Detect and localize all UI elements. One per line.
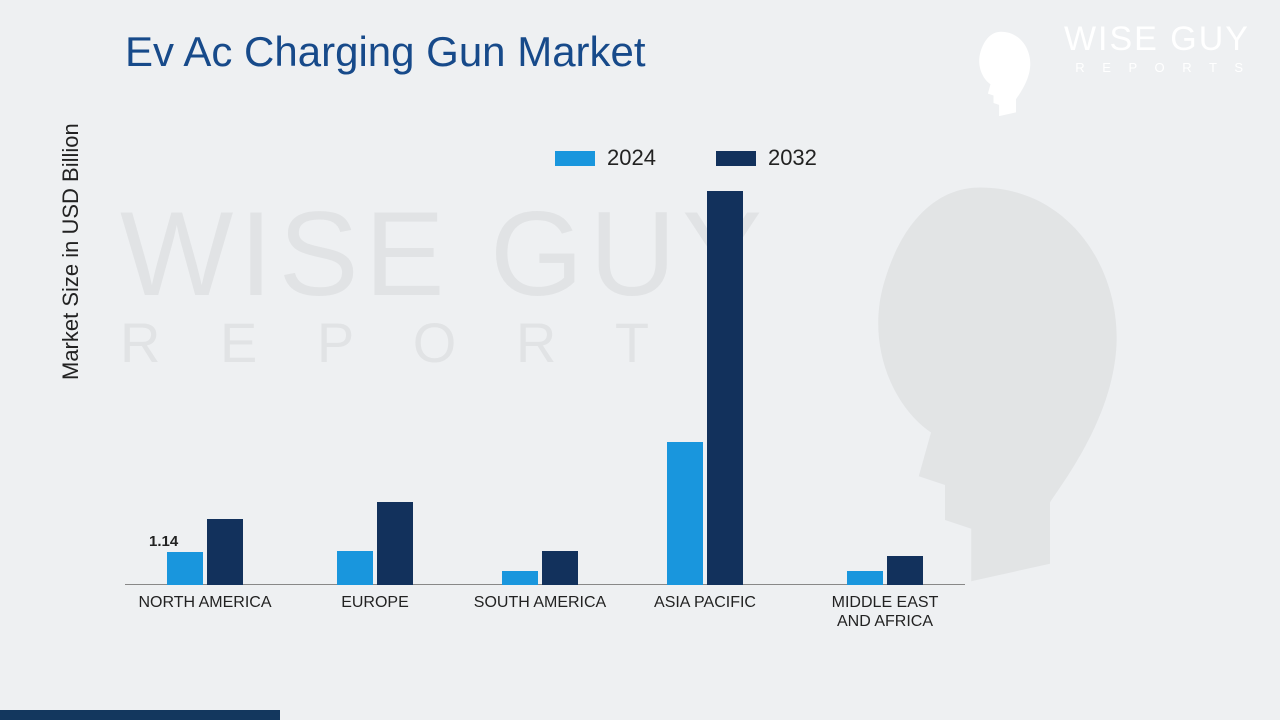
bar-series-b — [542, 551, 578, 585]
plot-area: NORTH AMERICA1.14EUROPESOUTH AMERICAASIA… — [125, 185, 965, 585]
legend-item-2024: 2024 — [555, 145, 656, 171]
bar-pair — [847, 556, 923, 585]
bar-series-a — [337, 551, 373, 585]
category-label: EUROPE — [305, 593, 445, 612]
y-axis-label: Market Size in USD Billion — [58, 123, 84, 380]
value-label: 1.14 — [149, 533, 178, 550]
bar-series-b — [707, 191, 743, 585]
canvas: WISE GUY R E P O R T S Ev Ac Charging Gu… — [0, 0, 1280, 720]
legend-item-2032: 2032 — [716, 145, 817, 171]
bar-pair — [502, 551, 578, 585]
chart-title: Ev Ac Charging Gun Market — [125, 28, 646, 76]
category-label: ASIA PACIFIC — [635, 593, 775, 612]
bar-pair — [337, 502, 413, 585]
bar-series-b — [887, 556, 923, 585]
footer-accent-bar — [0, 710, 280, 720]
logo-head-icon — [962, 28, 1040, 118]
category-label: SOUTH AMERICA — [470, 593, 610, 612]
legend-swatch-2032 — [716, 151, 756, 166]
bar-series-b — [207, 519, 243, 585]
bar-series-a — [847, 571, 883, 585]
legend-label-2032: 2032 — [768, 145, 817, 171]
bar-series-a — [667, 442, 703, 585]
bar-series-a — [167, 552, 203, 585]
bar-series-a — [502, 571, 538, 585]
logo-sub-text: R E P O R T S — [1064, 60, 1250, 75]
bar-pair — [667, 191, 743, 585]
bar-pair — [167, 519, 243, 585]
legend-label-2024: 2024 — [607, 145, 656, 171]
logo-main-text: WISE GUY — [1064, 22, 1250, 56]
legend: 2024 2032 — [555, 145, 817, 171]
category-label: NORTH AMERICA — [135, 593, 275, 612]
legend-swatch-2024 — [555, 151, 595, 166]
brand-logo: WISE GUY R E P O R T S — [1064, 22, 1250, 75]
category-label: MIDDLE EAST AND AFRICA — [815, 593, 955, 631]
bar-series-b — [377, 502, 413, 585]
